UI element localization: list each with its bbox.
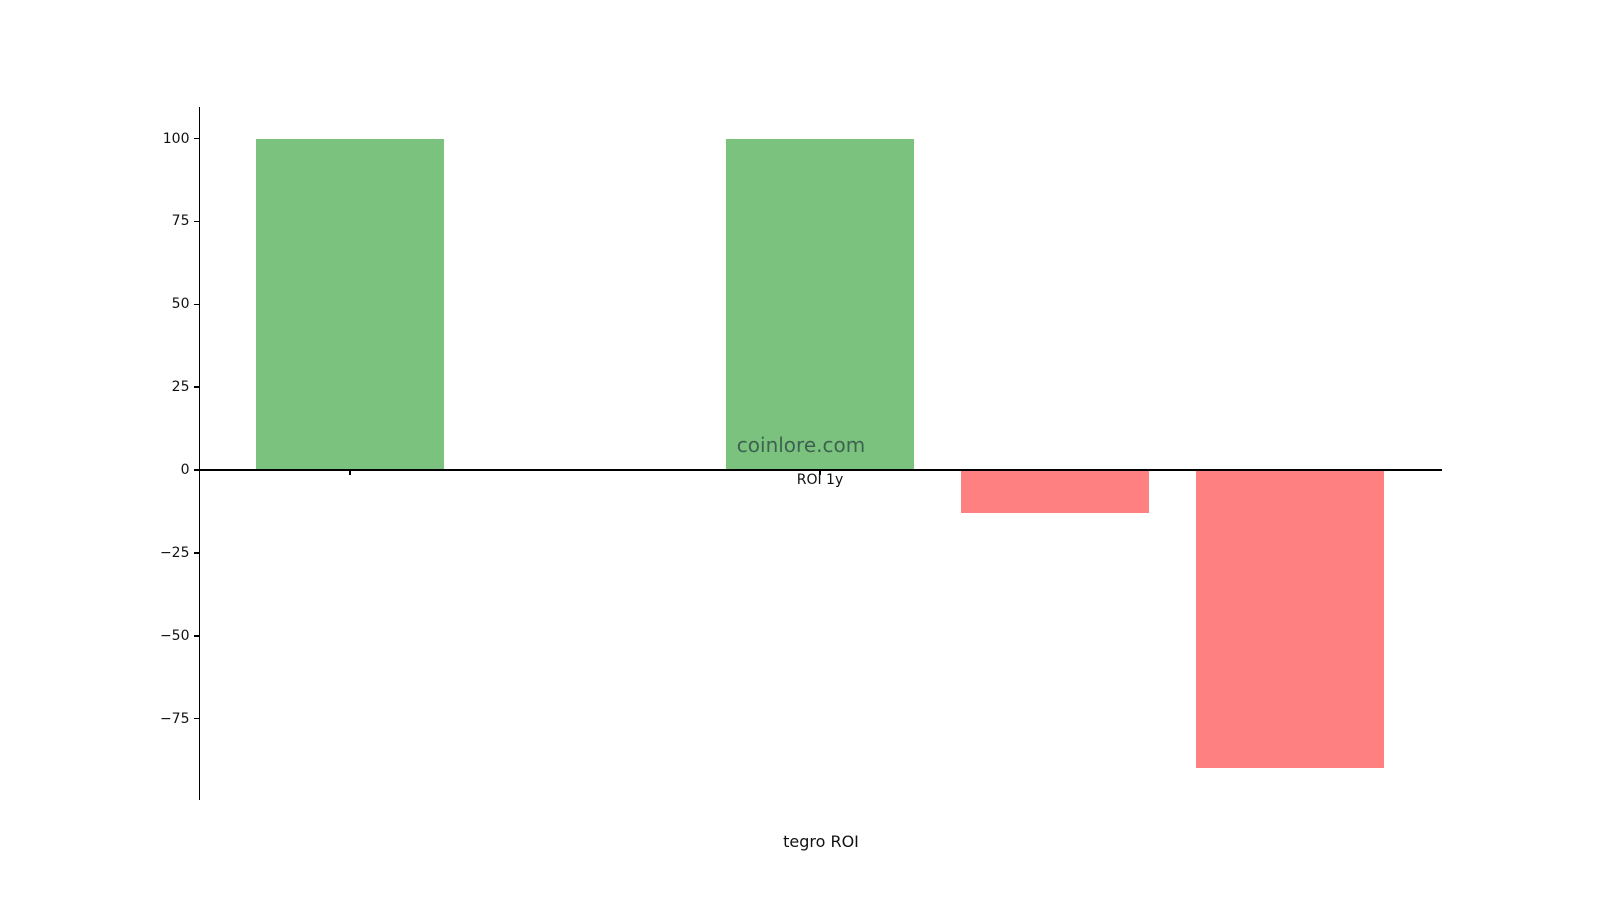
bar-3	[961, 470, 1149, 514]
y-tick-mark	[193, 552, 199, 554]
chart-title: tegro ROI	[783, 832, 859, 851]
x-axis-line	[200, 469, 1442, 471]
y-tick-label: 50	[171, 296, 190, 313]
y-tick-mark	[193, 635, 199, 637]
y-tick-label: −25	[159, 544, 190, 561]
y-tick-label: −50	[159, 627, 190, 644]
y-tick-mark	[193, 220, 199, 223]
y-tick-label: 75	[171, 213, 190, 230]
y-tick-mark	[193, 303, 199, 305]
coinlore-watermark: coinlore.com	[736, 433, 866, 457]
x-tick-mark	[819, 470, 821, 476]
y-tick-label: 25	[171, 379, 190, 396]
bar-4	[1196, 470, 1384, 769]
y-tick-mark	[193, 386, 199, 388]
y-tick-label: 0	[180, 462, 190, 479]
y-tick-label: 100	[162, 130, 190, 147]
x-tick-label: ROI 1y	[796, 472, 844, 489]
x-tick-mark	[349, 470, 351, 476]
bar-2	[726, 138, 914, 471]
y-tick-label: −75	[159, 710, 190, 727]
bar-0	[256, 138, 444, 471]
y-tick-mark	[193, 718, 199, 720]
y-tick-mark	[193, 469, 199, 471]
y-axis-spine	[198, 107, 200, 800]
y-tick-mark	[193, 137, 199, 140]
